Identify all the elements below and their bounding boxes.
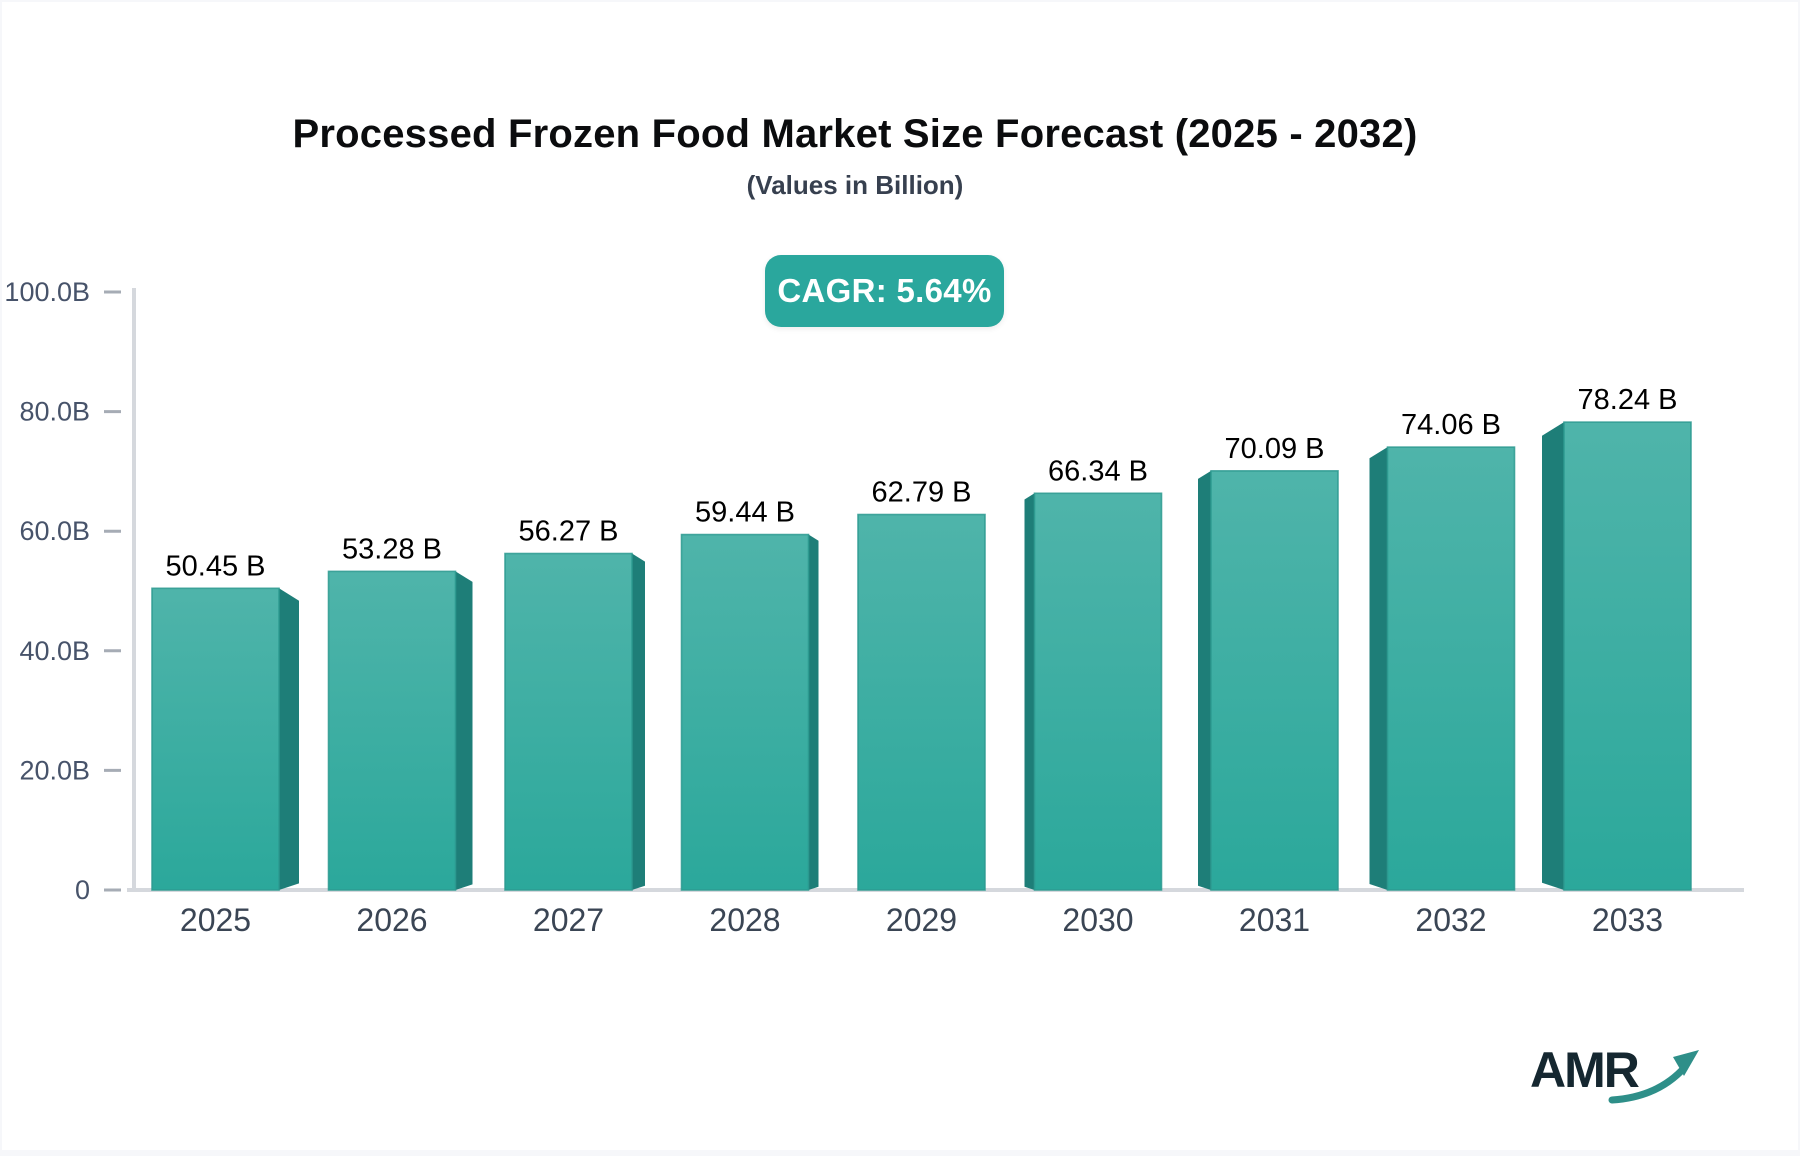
bar-value-label: 53.28 B xyxy=(342,533,442,565)
bar-side-face xyxy=(455,571,473,890)
bar-side-face xyxy=(1024,493,1035,890)
bar-value-label: 59.44 B xyxy=(695,497,795,529)
bar xyxy=(151,587,280,891)
bar xyxy=(857,513,986,891)
bar xyxy=(1210,470,1339,891)
y-axis-label: 20.0B xyxy=(19,755,90,785)
bar-value-label: 50.45 B xyxy=(166,550,266,582)
x-axis-label: 2027 xyxy=(533,902,604,938)
bar-value-label: 62.79 B xyxy=(872,477,972,509)
trend-up-arrow-icon xyxy=(1608,1063,1689,1104)
x-axis-label: 2026 xyxy=(356,902,427,938)
bar-side-face xyxy=(1369,447,1388,890)
y-axis-label: 80.0B xyxy=(19,397,90,427)
x-axis-label: 2030 xyxy=(1062,902,1133,938)
x-axis-label: 2028 xyxy=(709,902,780,938)
bar-side-face xyxy=(1542,422,1564,890)
y-axis-label: 60.0B xyxy=(19,516,90,546)
cagr-badge: CAGR: 5.64% xyxy=(765,255,1004,327)
bar xyxy=(1563,421,1692,891)
y-axis-label: 100.0B xyxy=(4,277,90,307)
x-axis-label: 2031 xyxy=(1239,902,1310,938)
bar-value-label: 74.06 B xyxy=(1401,409,1501,441)
chart-subtitle: (Values in Billion) xyxy=(746,170,964,200)
amr-logo: AMR xyxy=(1530,1042,1699,1104)
chart-title: Processed Frozen Food Market Size Foreca… xyxy=(292,112,1418,156)
x-axis-label: 2032 xyxy=(1415,902,1486,938)
bar-value-label: 78.24 B xyxy=(1578,384,1678,416)
x-axis-label: 2029 xyxy=(886,902,957,938)
bar-side-face xyxy=(279,588,299,890)
bar xyxy=(504,552,633,891)
bar xyxy=(680,533,810,891)
bar xyxy=(1386,446,1516,891)
bar-side-face xyxy=(808,534,819,890)
trend-up-arrowhead-icon xyxy=(1673,1050,1699,1076)
y-axis-label: 0 xyxy=(75,875,90,905)
amr-logo-text: AMR xyxy=(1530,1042,1640,1098)
bar-value-label: 56.27 B xyxy=(519,516,619,548)
bar-value-label: 66.34 B xyxy=(1048,455,1148,487)
bar xyxy=(1033,492,1163,891)
bar-side-face xyxy=(632,553,645,890)
x-axis-label: 2033 xyxy=(1592,902,1663,938)
bar xyxy=(327,570,457,891)
bar-value-label: 70.09 B xyxy=(1225,433,1325,465)
y-axis-label: 40.0B xyxy=(19,636,90,666)
x-axis-label: 2025 xyxy=(180,902,251,938)
bar-side-face xyxy=(1198,470,1211,890)
